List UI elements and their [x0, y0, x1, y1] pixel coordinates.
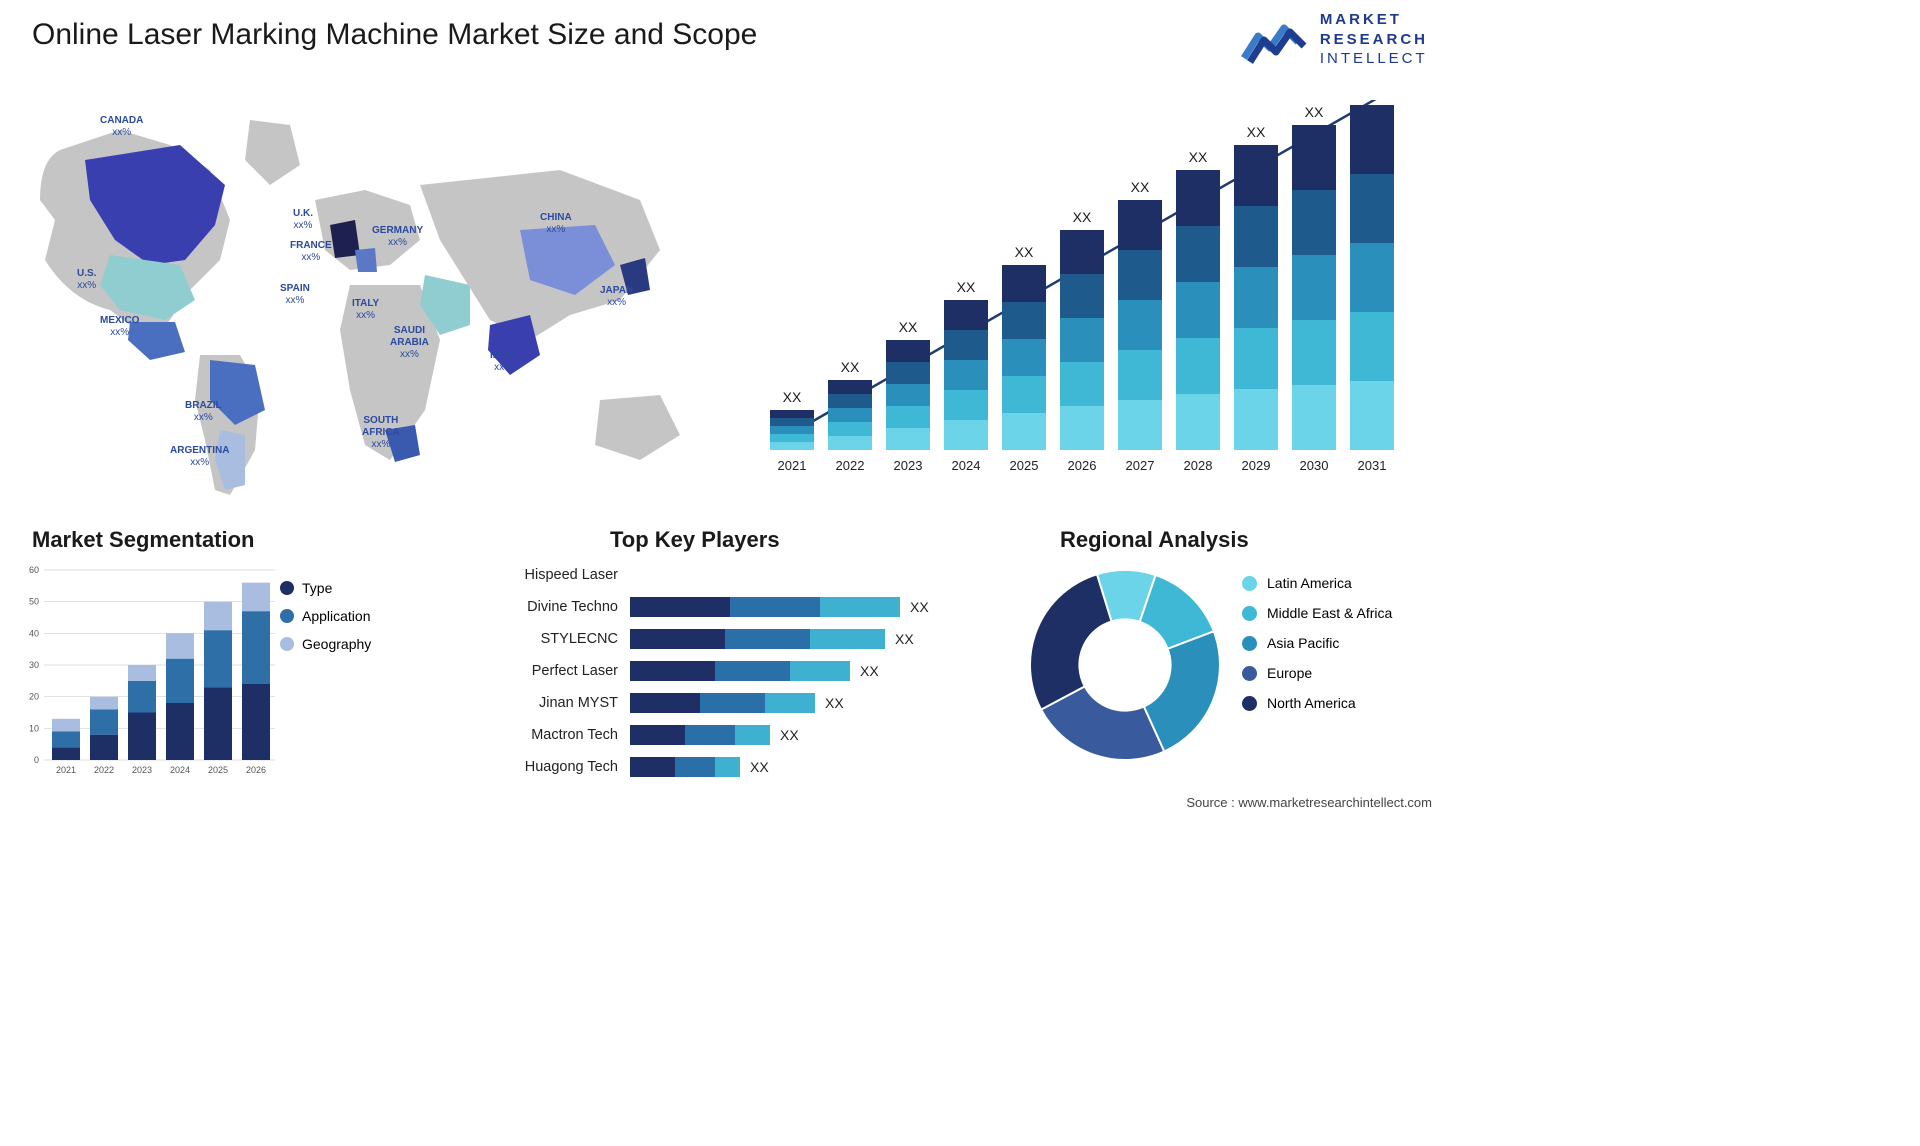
logo: MARKET RESEARCH INTELLECT [1240, 10, 1428, 69]
country-label: CHINAxx% [540, 212, 572, 236]
players-heading: Top Key Players [610, 527, 780, 553]
svg-text:2024: 2024 [952, 458, 981, 473]
svg-text:XX: XX [1305, 104, 1324, 120]
svg-text:2026: 2026 [1068, 458, 1097, 473]
svg-text:XX: XX [783, 389, 802, 405]
legend-item: Application [280, 608, 371, 624]
svg-text:2021: 2021 [56, 765, 76, 775]
page-title: Online Laser Marking Machine Market Size… [32, 18, 757, 52]
legend-item: Geography [280, 636, 371, 652]
svg-text:10: 10 [29, 723, 39, 733]
logo-icon [1240, 14, 1310, 64]
country-label: JAPANxx% [600, 285, 633, 309]
svg-text:2028: 2028 [1184, 458, 1213, 473]
legend-item: Middle East & Africa [1242, 605, 1392, 621]
svg-text:XX: XX [957, 279, 976, 295]
player-row: Jinan MYSTXX [500, 690, 980, 716]
player-row: STYLECNCXX [500, 626, 980, 652]
svg-text:XX: XX [841, 359, 860, 375]
svg-text:2023: 2023 [132, 765, 152, 775]
svg-text:30: 30 [29, 660, 39, 670]
svg-text:2027: 2027 [1126, 458, 1155, 473]
player-row: Divine TechnoXX [500, 594, 980, 620]
svg-text:60: 60 [29, 565, 39, 575]
country-label: CANADAxx% [100, 115, 143, 139]
svg-text:2023: 2023 [894, 458, 923, 473]
segmentation-heading: Market Segmentation [32, 527, 255, 553]
country-label: U.K.xx% [293, 208, 313, 232]
country-label: ARGENTINAxx% [170, 445, 229, 469]
svg-text:XX: XX [1247, 124, 1266, 140]
svg-text:2024: 2024 [170, 765, 190, 775]
main-growth-chart: XX 2021 XX 2022 XX 2023 XX 2024 XX 2025 XX 2026 XX 20… [760, 100, 1420, 480]
svg-text:2025: 2025 [1010, 458, 1039, 473]
country-label: GERMANYxx% [372, 225, 423, 249]
legend-item: Latin America [1242, 575, 1392, 591]
legend-item: Type [280, 580, 371, 596]
svg-text:2031: 2031 [1358, 458, 1387, 473]
country-label: SPAINxx% [280, 283, 310, 307]
svg-text:2026: 2026 [246, 765, 266, 775]
country-label: ITALYxx% [352, 298, 379, 322]
country-label: INDIAxx% [490, 350, 517, 374]
svg-text:XX: XX [1189, 149, 1208, 165]
country-label: BRAZILxx% [185, 400, 222, 424]
regional-legend: Latin America Middle East & Africa Asia Pa… [1242, 575, 1392, 725]
country-label: MEXICOxx% [100, 315, 139, 339]
svg-text:XX: XX [899, 319, 918, 335]
svg-text:40: 40 [29, 628, 39, 638]
country-label: U.S.xx% [77, 268, 96, 292]
player-row: Hispeed Laser [500, 562, 980, 588]
legend-item: North America [1242, 695, 1392, 711]
svg-text:50: 50 [29, 597, 39, 607]
legend-item: Europe [1242, 665, 1392, 681]
legend-item: Asia Pacific [1242, 635, 1392, 651]
player-row: Mactron TechXX [500, 722, 980, 748]
svg-text:2021: 2021 [778, 458, 807, 473]
logo-text: MARKET RESEARCH INTELLECT [1320, 10, 1428, 69]
regional-heading: Regional Analysis [1060, 527, 1249, 553]
segmentation-legend: Type Application Geography [280, 580, 371, 664]
regional-donut [1020, 560, 1230, 770]
source-text: Source : www.marketresearchintellect.com [1186, 795, 1432, 810]
svg-text:20: 20 [29, 692, 39, 702]
segmentation-chart: 0 10 20 30 40 50 60 2021 2022 2023 2024 2025 2026 [20, 560, 300, 780]
player-row: Perfect LaserXX [500, 658, 980, 684]
country-label: SOUTHAFRICAxx% [362, 415, 400, 451]
player-row: Huagong TechXX [500, 754, 980, 780]
country-label: FRANCExx% [290, 240, 332, 264]
svg-text:XX: XX [1015, 244, 1034, 260]
svg-text:2022: 2022 [836, 458, 865, 473]
players-chart: Hispeed Laser Divine TechnoXX STYLECNCXX Pe… [500, 562, 980, 786]
svg-text:2030: 2030 [1300, 458, 1329, 473]
svg-text:0: 0 [34, 755, 39, 765]
country-label: SAUDIARABIAxx% [390, 325, 429, 361]
svg-text:XX: XX [1131, 179, 1150, 195]
svg-text:2029: 2029 [1242, 458, 1271, 473]
svg-text:XX: XX [1073, 209, 1092, 225]
svg-text:2022: 2022 [94, 765, 114, 775]
world-map-section: CANADAxx% U.S.xx% MEXICOxx% BRAZILxx% ARGENT… [20, 90, 710, 510]
svg-text:2025: 2025 [208, 765, 228, 775]
